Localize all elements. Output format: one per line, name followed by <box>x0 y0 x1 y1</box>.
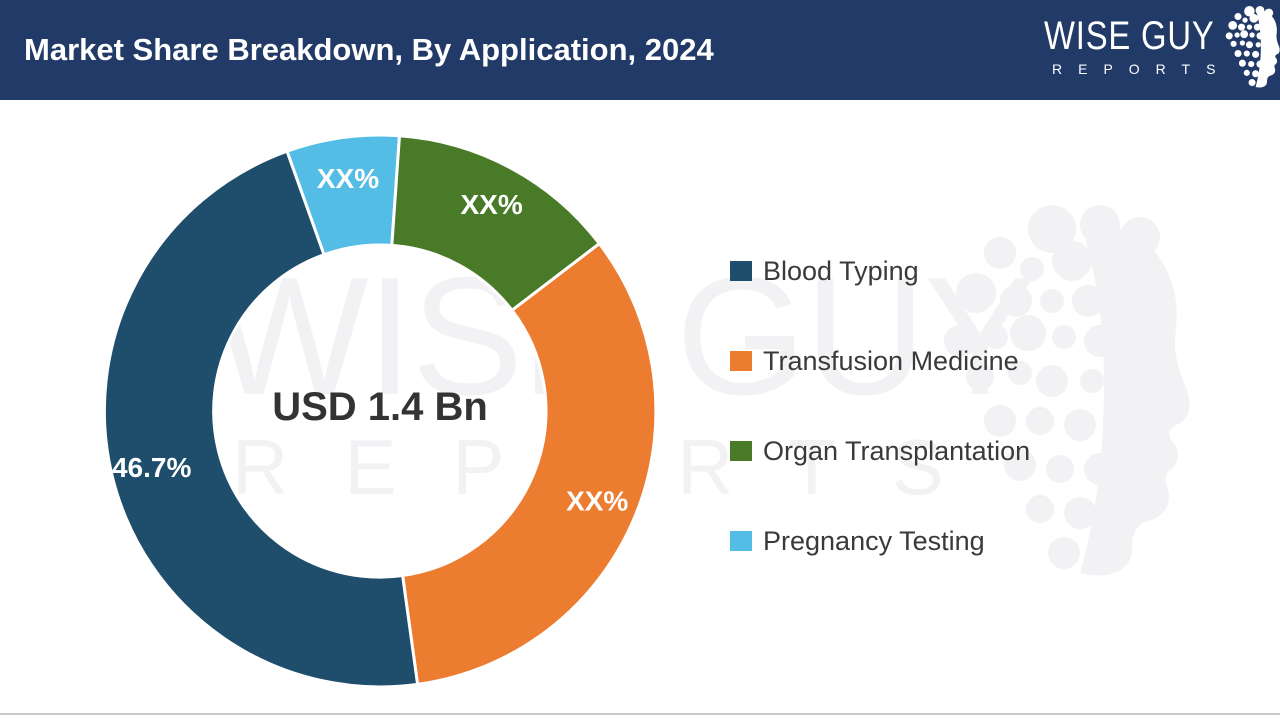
bottom-divider <box>0 713 1280 715</box>
legend-swatch-pregnancy-testing <box>730 531 752 551</box>
logo-face-icon <box>1225 6 1280 88</box>
legend-swatch-transfusion-medicine <box>730 351 752 371</box>
legend-label-organ-transplantation: Organ Transplantation <box>763 435 1031 466</box>
legend-swatch-organ-transplantation <box>730 441 752 461</box>
logo-wordmark: WISE GUY <box>1044 14 1215 58</box>
wedge-transfusion-medicine <box>401 242 658 686</box>
legend-label-pregnancy-testing: Pregnancy Testing <box>763 525 985 556</box>
legend-label-transfusion-medicine: Transfusion Medicine <box>763 345 1019 376</box>
legend-item-transfusion-medicine: Transfusion Medicine <box>730 346 1030 376</box>
wise-guy-logo: WISE GUY REPORTS <box>1044 6 1280 90</box>
header: Market Share Breakdown, By Application, … <box>0 0 1280 100</box>
chart-center-value: USD 1.4 Bn <box>272 385 488 429</box>
legend: Blood Typing Transfusion Medicine Organ Tr… <box>730 256 1030 616</box>
legend-swatch-blood-typing <box>730 261 752 281</box>
donut-chart: XX% XX% XX% 46.7% <box>102 133 658 689</box>
legend-item-blood-typing: Blood Typing <box>730 256 1030 286</box>
page-title: Market Share Breakdown, By Application, … <box>24 32 714 67</box>
logo-subtitle: REPORTS <box>1052 61 1232 77</box>
wedge-label-organ-transplantation: XX% <box>460 189 522 220</box>
legend-label-blood-typing: Blood Typing <box>763 255 919 286</box>
wedge-label-pregnancy-testing: XX% <box>317 163 379 194</box>
wedge-label-transfusion-medicine: XX% <box>566 486 628 517</box>
legend-item-pregnancy-testing: Pregnancy Testing <box>730 526 1030 556</box>
wedge-blood-typing <box>102 149 420 689</box>
legend-item-organ-transplantation: Organ Transplantation <box>730 436 1030 466</box>
wedge-label-blood-typing: 46.7% <box>112 452 191 483</box>
